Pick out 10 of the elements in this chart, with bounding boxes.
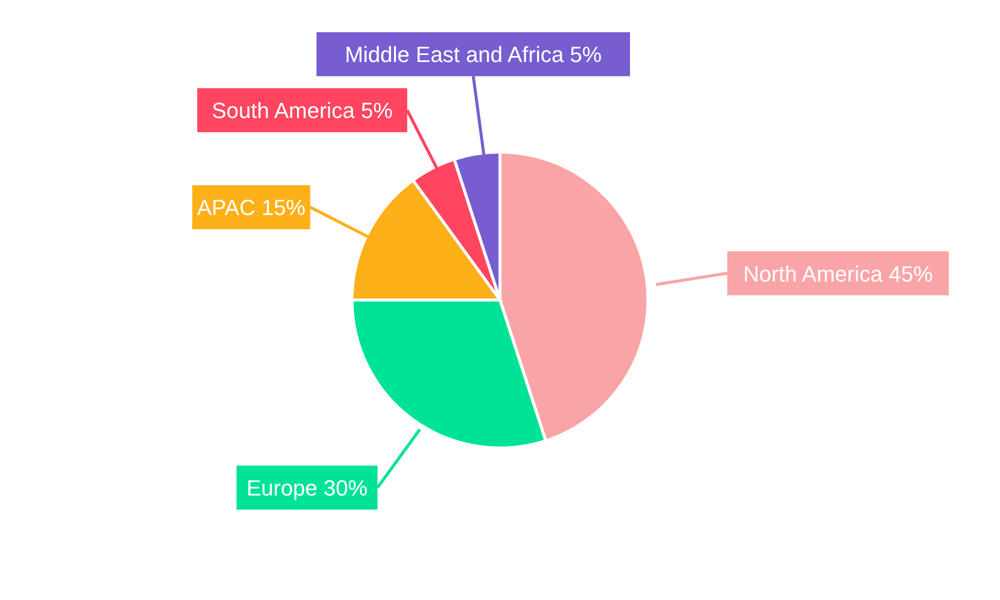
data-label: 45% [882,260,933,286]
data-label: 30% [317,475,368,500]
slice-label: APAC [196,194,256,220]
slice-label: North America [743,260,884,286]
data-label: 5% [354,98,393,123]
data-label: 15% [255,194,306,220]
slice-label: Middle East and Africa [344,42,565,67]
data-label: 5% [564,42,602,67]
slice-label: Europe [246,475,318,500]
slice-label: South America [212,98,356,123]
